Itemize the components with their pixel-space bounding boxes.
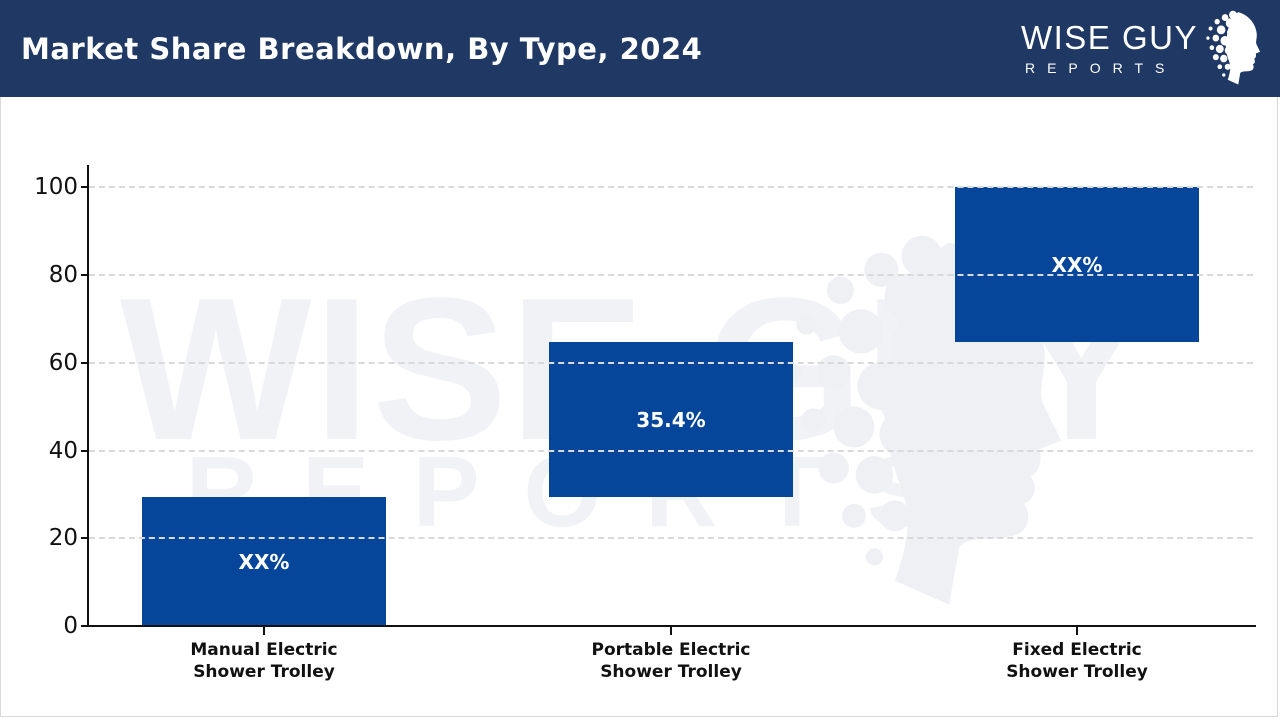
x-category-label-1: Portable Electric Shower Trolley (511, 639, 831, 683)
header-bar: Market Share Breakdown, By Type, 2024 WI… (0, 0, 1280, 97)
y-tick-label-80: 80 (48, 262, 78, 289)
y-tickmark-40 (81, 449, 88, 452)
logo-text: WISE GUY REPORTS (1021, 21, 1198, 76)
x-category-label-0: Manual Electric Shower Trolley (104, 639, 424, 683)
y-tickmark-0 (81, 625, 88, 627)
bar-value-label-2: XX% (1051, 252, 1103, 277)
x-tickmark-2 (1076, 627, 1078, 635)
y-tick-label-40: 40 (48, 437, 78, 464)
y-tickmark-80 (81, 274, 88, 277)
y-tick-label-0: 0 (63, 613, 78, 639)
bar-1 (549, 342, 793, 498)
x-axis-line (87, 625, 1256, 627)
logo-wordmark: WISE GUY (1020, 19, 1198, 56)
y-tick-label-100: 100 (34, 174, 78, 201)
y-tickmark-100 (81, 186, 88, 189)
bar-0 (142, 497, 386, 626)
x-category-label-2: Fixed Electric Shower Trolley (917, 639, 1237, 683)
bar-value-label-1: 35.4% (636, 407, 706, 432)
bar-value-label-0: XX% (238, 549, 290, 574)
x-category-label-0-line1: Manual Electric (190, 640, 338, 660)
x-category-label-1-line2: Shower Trolley (600, 662, 742, 682)
gridline-60 (89, 361, 1253, 364)
y-tickmark-60 (81, 361, 88, 364)
gridline-40 (89, 449, 1253, 452)
x-tickmark-0 (263, 627, 265, 635)
x-category-label-2-line1: Fixed Electric (1012, 640, 1142, 660)
gridline-100 (89, 186, 1253, 189)
wise-guy-logo: WISE GUY REPORTS (1021, 8, 1266, 90)
bar-2 (955, 187, 1199, 343)
gridline-20 (89, 537, 1253, 540)
x-category-label-0-line2: Shower Trolley (193, 662, 335, 682)
y-axis-line (87, 165, 89, 627)
logo-subtext: REPORTS (1024, 60, 1177, 76)
logo-face-icon (1206, 10, 1261, 85)
x-category-label-2-line2: Shower Trolley (1006, 662, 1148, 682)
y-tickmark-20 (81, 537, 88, 540)
page-title: Market Share Breakdown, By Type, 2024 (21, 31, 703, 66)
gridline-80 (89, 274, 1253, 277)
x-tickmark-1 (670, 627, 672, 635)
y-tick-label-60: 60 (48, 349, 78, 376)
x-category-label-1-line1: Portable Electric (591, 640, 751, 660)
y-tick-label-20: 20 (48, 525, 78, 552)
